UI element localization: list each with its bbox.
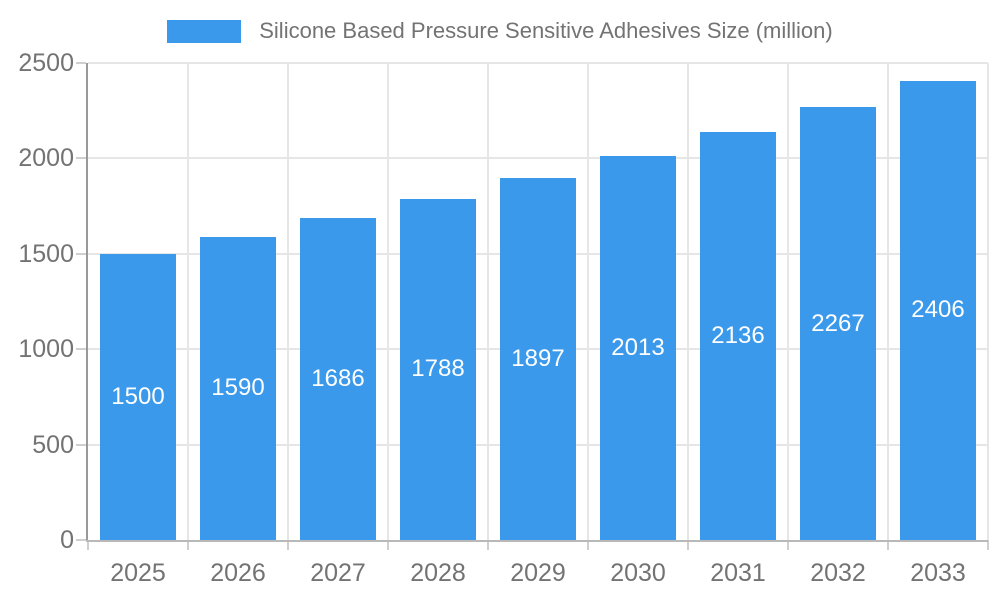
y-axis-tick [76, 443, 86, 446]
x-gridline [387, 63, 389, 540]
x-gridline [287, 63, 289, 540]
bar[interactable] [700, 132, 776, 540]
legend-swatch [167, 19, 242, 43]
bar[interactable] [100, 253, 176, 540]
x-gridline [587, 63, 589, 540]
bar[interactable] [900, 80, 976, 540]
bar-value-label: 1788 [411, 355, 465, 383]
bar[interactable] [300, 218, 376, 540]
legend[interactable]: Silicone Based Pressure Sensitive Adhesi… [0, 14, 1000, 48]
y-axis-tick-label: 2000 [18, 144, 74, 173]
y-axis-tick [76, 539, 86, 541]
x-axis-tick [687, 540, 689, 550]
bar-value-label: 1686 [311, 365, 365, 393]
bar[interactable] [600, 155, 676, 540]
bar-value-label: 2013 [611, 333, 665, 361]
y-axis-tick [76, 348, 86, 351]
x-axis-tick-label: 2025 [110, 559, 166, 587]
y-axis-tick-label: 1000 [18, 335, 74, 364]
y-axis-tick-label: 500 [32, 430, 74, 459]
y-axis-tick [76, 62, 86, 64]
x-axis-tick-label: 2033 [910, 559, 966, 587]
y-axis-tick-label: 0 [60, 526, 74, 554]
x-axis-tick [487, 540, 489, 550]
x-axis-tick [887, 540, 889, 550]
bar-value-label: 2267 [811, 309, 865, 337]
x-gridline [787, 63, 789, 540]
x-axis-tick-label: 2029 [510, 559, 566, 587]
bar[interactable] [200, 236, 276, 540]
x-axis-tick [587, 540, 589, 550]
bar-value-label: 1590 [211, 374, 265, 402]
x-axis-tick-label: 2027 [310, 559, 366, 587]
x-gridline [887, 63, 889, 540]
x-axis-tick-label: 2028 [410, 559, 466, 587]
y-axis-tick [76, 157, 86, 160]
x-axis-tick-label: 2032 [810, 559, 866, 587]
bar-value-label: 2136 [711, 322, 765, 350]
x-axis-tick [387, 540, 389, 550]
x-axis-tick [87, 540, 89, 550]
x-gridline [687, 63, 689, 540]
bar[interactable] [800, 107, 876, 540]
x-axis-tick [787, 540, 789, 550]
bar[interactable] [500, 178, 576, 540]
y-axis-tick-label: 1500 [18, 239, 74, 268]
x-gridline [187, 63, 189, 540]
plot-area: 0 500 1000 1500 2000 2500 1500 2025 1590 2026 1686… [18, 49, 989, 587]
y-gridline [88, 62, 988, 64]
x-axis-line [86, 540, 988, 542]
x-gridline [487, 63, 489, 540]
y-gridline [88, 157, 988, 160]
x-axis-tick-label: 2026 [210, 559, 266, 587]
bar-value-label: 2406 [911, 296, 965, 324]
y-axis-line [86, 63, 88, 540]
y-axis-tick-label: 2500 [18, 49, 74, 77]
x-axis-tick-label: 2030 [610, 559, 666, 587]
x-axis-tick-label: 2031 [710, 559, 766, 587]
legend-label: Silicone Based Pressure Sensitive Adhesi… [259, 18, 833, 43]
x-axis-tick [187, 540, 189, 550]
y-axis-tick [76, 252, 86, 255]
x-axis-tick [987, 540, 989, 550]
bar-value-label: 1897 [511, 345, 565, 373]
x-axis-tick [287, 540, 289, 550]
bar-value-label: 1500 [111, 382, 165, 410]
bar[interactable] [400, 198, 476, 540]
x-gridline [987, 63, 989, 540]
